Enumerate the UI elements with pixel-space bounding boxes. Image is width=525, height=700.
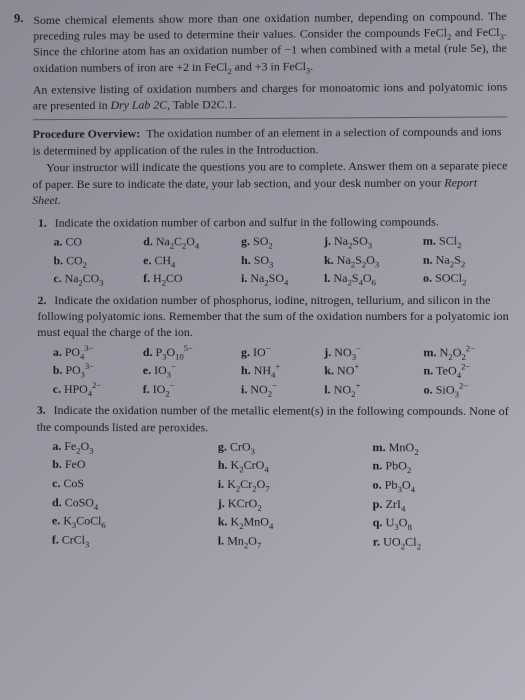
q1-h: h. SO3	[241, 251, 318, 270]
q1-i: i. Na2SO4	[241, 269, 318, 288]
q1-a: a. CO	[54, 233, 138, 252]
question-3: 3. Indicate the oxidation number of the …	[37, 402, 510, 436]
q2-o: o. SiO32−	[423, 380, 509, 399]
q3-c: c. CoS	[52, 474, 212, 493]
q2-a: a. PO43−	[53, 343, 137, 362]
q2-e: e. IO3−	[143, 361, 235, 380]
q2-n: n. TeO42−	[423, 362, 509, 381]
q3-l: l. Mn2O7	[218, 531, 367, 551]
q1-g: g. SO2	[241, 232, 318, 251]
q2-f: f. IO2−	[143, 380, 235, 399]
divider	[33, 117, 508, 121]
q2-i: i. NO2−	[241, 380, 318, 399]
q1-b: b. CO2	[53, 251, 137, 270]
q3-h: h. K2CrO4	[218, 456, 367, 475]
q1-j: j. Na2SO3	[324, 232, 417, 251]
q1-prompt: Indicate the oxidation number of carbon …	[55, 215, 439, 230]
procedure-body-2: Your instructor will indicate the questi…	[32, 157, 508, 209]
q2-number: 2.	[37, 292, 51, 308]
q2-h: h. NH4+	[241, 361, 318, 380]
q1-l: l. Na2S4O6	[324, 269, 417, 288]
q1-n: n. Na2S2	[423, 250, 509, 269]
q1-k: k. Na2S2O3	[324, 251, 417, 270]
q3-p: p. ZrI4	[373, 494, 511, 514]
q3-n: n. PbO2	[372, 457, 510, 476]
procedure-overview: Procedure Overview: The oxidation number…	[32, 124, 508, 210]
q3-k: k. K2MnO4	[218, 512, 367, 532]
q2-answer-grid: a. PO43− d. P3O105− g. IO− j. NO3− m. N2…	[53, 343, 510, 400]
q3-r: r. UO2Cl2	[373, 532, 511, 552]
procedure-heading: Procedure Overview:	[33, 127, 141, 141]
q2-l: l. NO2+	[324, 380, 417, 399]
q3-e: e. K3CoCl6	[52, 511, 212, 531]
intro-para-2: An extensive listing of oxidation number…	[33, 78, 508, 113]
q2-d: d. P3O105−	[143, 343, 235, 362]
q2-b: b. PO33−	[53, 361, 137, 380]
q1-o: o. SOCl2	[423, 269, 509, 288]
q2-k: k. NO+	[324, 361, 417, 380]
question-number: 9.	[14, 11, 24, 27]
q3-answer-grid: a. Fe2O3 g. CrO3 m. MnO2 b. FeO h. K2CrO…	[52, 437, 511, 552]
q3-a: a. Fe2O3	[52, 437, 211, 456]
q3-b: b. FeO	[52, 455, 212, 474]
q3-m: m. MnO2	[372, 438, 509, 457]
q2-c: c. HPO42−	[53, 380, 137, 399]
q3-o: o. Pb3O4	[373, 475, 511, 495]
q1-answer-grid: a. CO d. Na2C2O4 g. SO2 j. Na2SO3 m. SCl…	[53, 232, 508, 289]
q2-m: m. N2O22−	[423, 343, 509, 362]
question-1: 1. Indicate the oxidation number of carb…	[38, 214, 508, 232]
question-2: 2. Indicate the oxidation number of phos…	[37, 292, 509, 341]
q3-g: g. CrO3	[218, 437, 367, 456]
q1-d: d. Na2C2O4	[143, 232, 235, 251]
q1-number: 1.	[38, 215, 52, 231]
q2-j: j. NO3−	[324, 343, 417, 362]
q3-d: d. CoSO4	[52, 493, 212, 513]
q3-j: j. KCrO2	[218, 494, 367, 514]
intro-para-1: Some chemical elements show more than on…	[33, 8, 507, 76]
q2-g: g. IO−	[241, 343, 318, 362]
q3-f: f. CrCl3	[52, 530, 212, 550]
q1-f: f. H2CO	[143, 270, 235, 289]
q1-e: e. CH4	[143, 251, 235, 270]
q3-i: i. K2Cr2O7	[218, 475, 367, 495]
q3-number: 3.	[37, 402, 51, 418]
q2-prompt: Indicate the oxidation number of phospho…	[37, 293, 509, 340]
q3-q: q. U3O8	[373, 513, 511, 533]
q1-m: m. SCl2	[423, 232, 509, 251]
q3-prompt: Indicate the oxidation number of the met…	[37, 403, 509, 434]
q1-c: c. Na2CO3	[53, 270, 137, 289]
textbook-page: 9. Some chemical elements show more than…	[0, 0, 525, 566]
